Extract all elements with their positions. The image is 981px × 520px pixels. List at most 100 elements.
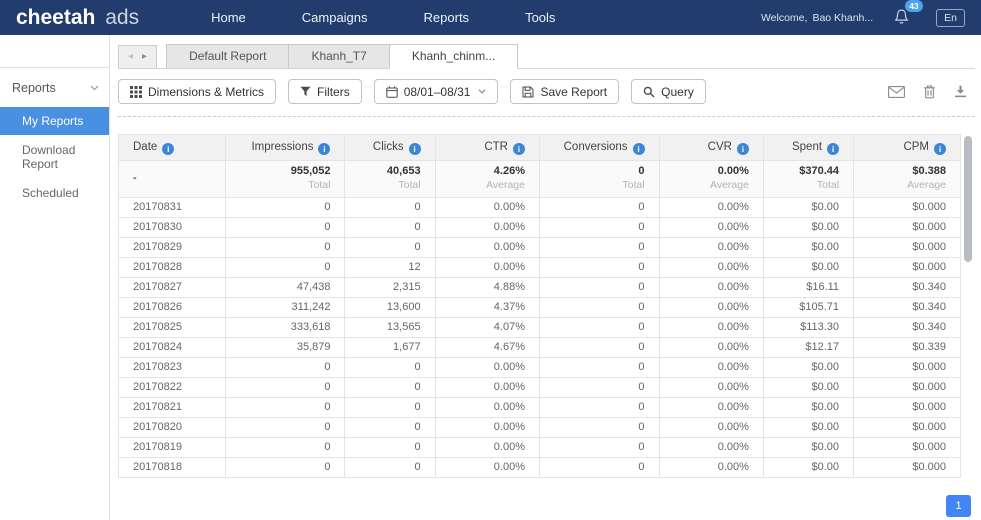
info-icon[interactable]: i [318, 142, 331, 155]
value-cell: 0 [538, 236, 660, 258]
column-header-conversions[interactable]: Conversions i [538, 134, 660, 161]
mail-icon[interactable] [888, 85, 905, 98]
value-cell: 0.00% [658, 456, 764, 478]
info-icon[interactable]: i [827, 142, 840, 155]
download-icon[interactable] [954, 85, 967, 98]
table-row: 20170824 35,879 1,677 4.67% 0 0.00% $12.17 $0.3… [118, 336, 961, 358]
sidebar-item-download-report[interactable]: Download Report [22, 143, 76, 171]
tab-scroll-right-icon[interactable]: ▸ [142, 51, 148, 62]
brand-bold: cheetah [16, 5, 96, 29]
totals-cell: 40,653 Total [344, 160, 436, 198]
date-cell: 20170825 [118, 316, 226, 338]
query-button[interactable]: Query [631, 79, 706, 104]
date-cell: 20170820 [118, 416, 226, 438]
brand-logo[interactable]: cheetah ads [16, 6, 139, 30]
value-cell: 1,677 [344, 336, 436, 358]
sidebar-item-scheduled[interactable]: Scheduled [22, 186, 79, 200]
totals-date-cell: - [118, 160, 226, 198]
search-icon [643, 86, 655, 98]
value-cell: 0.00% [658, 376, 764, 398]
chevron-down-icon [90, 85, 99, 91]
value-cell: 13,600 [344, 296, 436, 318]
totals-sublabel: Average [710, 178, 749, 191]
value-cell: 0 [538, 436, 660, 458]
value-cell: 4.88% [434, 276, 540, 298]
pagination: 1 [946, 495, 971, 517]
totals-value: 955,052 [290, 165, 331, 177]
notifications-button[interactable]: 43 [893, 0, 924, 28]
value-cell: 0.00% [434, 376, 540, 398]
tab-default-report[interactable]: Default Report [166, 44, 290, 68]
value-cell: 0 [538, 336, 660, 358]
totals-sublabel: Total [816, 178, 840, 191]
value-cell: 0.00% [658, 396, 764, 418]
column-header-spent[interactable]: Spent i [762, 134, 855, 161]
value-cell: $0.000 [853, 436, 961, 458]
value-cell: $0.00 [762, 256, 855, 278]
filters-button[interactable]: Filters [288, 79, 362, 104]
scrollbar-thumb[interactable] [964, 136, 972, 262]
user-name[interactable]: Bao Khanh... [812, 11, 874, 24]
value-cell: 0.00% [434, 216, 540, 238]
value-cell: $0.000 [853, 216, 961, 238]
info-icon[interactable]: i [934, 142, 946, 155]
table-row: 20170819 0 0 0.00% 0 0.00% $0.00 $0.000 [118, 436, 961, 458]
info-icon[interactable]: i [736, 142, 749, 155]
tab-list: Default Report Khanh_T7 Khanh_chinm... [166, 44, 519, 69]
column-header-date[interactable]: Date i [118, 134, 226, 161]
column-label: Date [133, 140, 158, 153]
value-cell: 0 [224, 196, 346, 218]
value-cell: $0.340 [853, 316, 961, 338]
totals-value: $370.44 [799, 165, 840, 177]
tab-khanh-t7[interactable]: Khanh_T7 [288, 44, 390, 68]
page-1-button[interactable]: 1 [946, 495, 971, 517]
sidebar-item-my-reports[interactable]: My Reports [0, 107, 109, 135]
value-cell: 0.00% [658, 256, 764, 278]
value-cell: $0.000 [853, 236, 961, 258]
info-icon[interactable]: i [162, 142, 175, 155]
value-cell: $0.00 [762, 396, 855, 418]
column-header-cvr[interactable]: CVR i [658, 134, 764, 161]
date-range-button[interactable]: 08/01–08/31 [373, 79, 499, 104]
value-cell: 311,242 [224, 296, 346, 318]
notification-badge: 43 [904, 0, 924, 12]
dashed-separator [118, 116, 975, 117]
table-row: 20170820 0 0 0.00% 0 0.00% $0.00 $0.000 [118, 416, 961, 438]
value-cell: 0 [344, 416, 436, 438]
value-cell: $0.340 [853, 276, 961, 298]
page-body: Reports My Reports Download Report Schedul… [0, 35, 981, 520]
trash-icon[interactable] [923, 84, 936, 99]
value-cell: $0.000 [853, 456, 961, 478]
table-row: 20170829 0 0 0.00% 0 0.00% $0.00 $0.000 [118, 236, 961, 258]
nav-item-tools[interactable]: Tools [525, 10, 556, 25]
column-header-impressions[interactable]: Impressions i [224, 134, 346, 161]
info-icon[interactable]: i [632, 142, 645, 155]
sidebar-items: My Reports Download Report Scheduled [0, 107, 109, 207]
tab-khanh-chinm[interactable]: Khanh_chinm... [388, 44, 519, 69]
value-cell: $0.340 [853, 296, 961, 318]
value-cell: $0.000 [853, 416, 961, 438]
value-cell: 0 [538, 316, 660, 338]
value-cell: 0.00% [434, 416, 540, 438]
column-header-ctr[interactable]: CTR i [434, 134, 540, 161]
value-cell: 0 [224, 256, 346, 278]
info-icon[interactable]: i [408, 142, 421, 155]
nav-item-home[interactable]: Home [211, 10, 246, 25]
column-label: Clicks [372, 140, 404, 153]
value-cell: 0.00% [434, 456, 540, 478]
nav-item-reports[interactable]: Reports [423, 10, 470, 25]
column-header-clicks[interactable]: Clicks i [344, 134, 436, 161]
tab-scroll-left-icon[interactable]: ◂ [128, 51, 134, 62]
column-header-cpm[interactable]: CPM i [853, 134, 961, 161]
value-cell: 0.00% [658, 216, 764, 238]
value-cell: 4.67% [434, 336, 540, 358]
save-report-button[interactable]: Save Report [510, 79, 620, 104]
dimensions-metrics-button[interactable]: Dimensions & Metrics [118, 79, 277, 104]
sidebar-section-reports[interactable]: Reports [0, 68, 109, 106]
language-button[interactable]: En [936, 8, 965, 27]
table-row: 20170825 333,618 13,565 4.07% 0 0.00% $113.30 $… [118, 316, 961, 338]
info-icon[interactable]: i [512, 142, 525, 155]
date-cell: 20170823 [118, 356, 226, 378]
column-label: Spent [791, 140, 823, 153]
nav-item-campaigns[interactable]: Campaigns [301, 10, 368, 25]
